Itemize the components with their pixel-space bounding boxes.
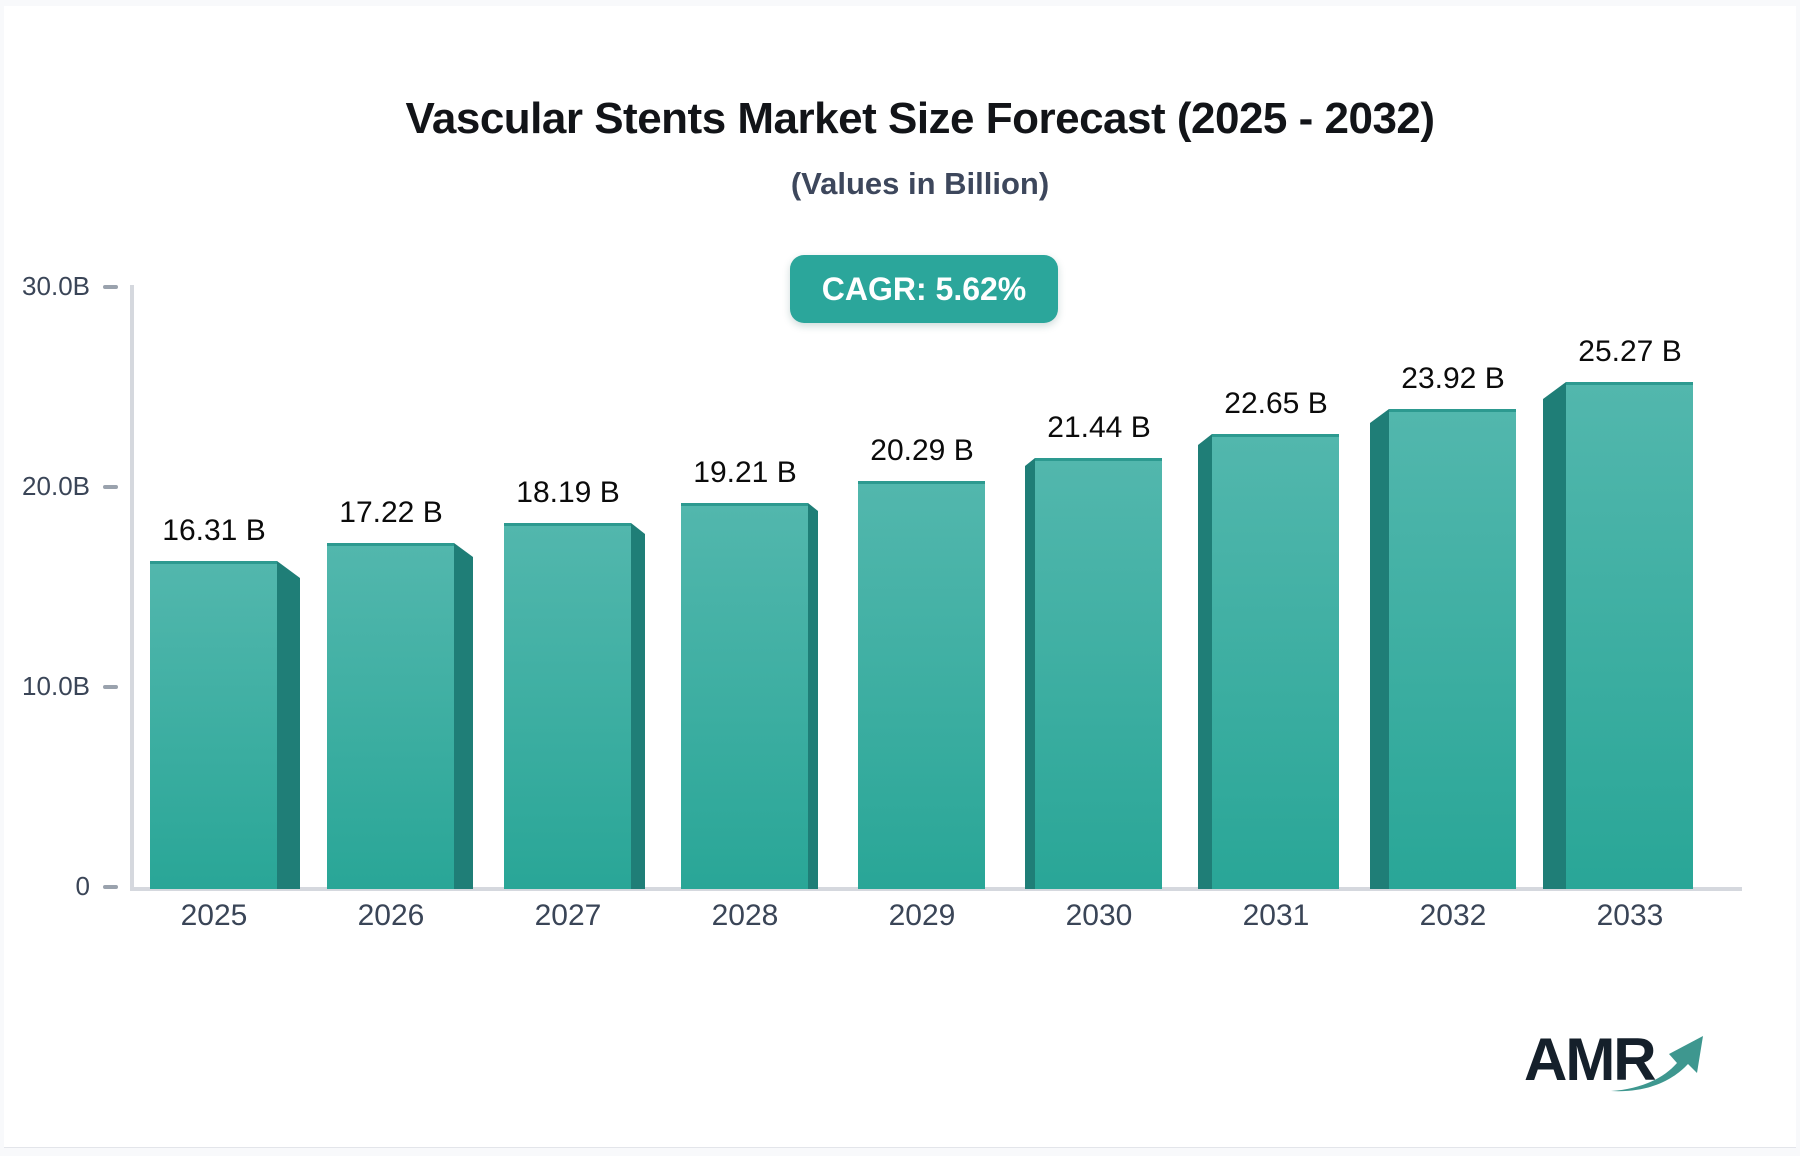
- bar-value-label-2031: 22.65 B: [1224, 387, 1328, 420]
- bar-value-label-2032: 23.92 B: [1401, 362, 1505, 395]
- chart-title: Vascular Stents Market Size Forecast (20…: [405, 94, 1435, 143]
- bar-side-face-2026: [454, 543, 473, 889]
- bar-2027[interactable]: [504, 523, 631, 889]
- bar-2032[interactable]: [1389, 409, 1516, 889]
- x-axis-label-2027: 2027: [534, 899, 602, 932]
- bar-2031[interactable]: [1212, 434, 1339, 889]
- bar-2029[interactable]: [858, 481, 985, 889]
- x-axis-line: [130, 887, 1742, 891]
- bar-value-label-2030: 21.44 B: [1047, 411, 1151, 444]
- bar-value-label-2028: 19.21 B: [693, 456, 797, 489]
- bar-side-face-2032: [1370, 409, 1389, 889]
- bar-side-face-2025: [277, 561, 300, 889]
- x-axis-label-2025: 2025: [180, 899, 248, 932]
- x-axis-label-2033: 2033: [1596, 899, 1664, 932]
- amr-logo-text: AMR: [1524, 1026, 1657, 1093]
- bar-value-label-2026: 17.22 B: [339, 496, 443, 529]
- x-axis-label-2029: 2029: [888, 899, 956, 932]
- x-axis-label-2028: 2028: [711, 899, 779, 932]
- y-axis-tick-mark: [103, 285, 118, 289]
- bar-side-face-2030: [1025, 458, 1035, 889]
- bar-2033[interactable]: [1566, 382, 1693, 889]
- growth-arrow-icon: [1611, 1036, 1703, 1092]
- bar-value-label-2029: 20.29 B: [870, 434, 974, 467]
- bar-side-face-2028: [808, 503, 818, 889]
- y-axis-tick-mark: [103, 485, 118, 489]
- x-axis-label-2031: 2031: [1242, 899, 1310, 932]
- bar-2028[interactable]: [681, 503, 808, 889]
- x-axis-label-2030: 2030: [1065, 899, 1133, 932]
- bar-value-label-2027: 18.19 B: [516, 476, 620, 509]
- y-axis-tick-mark: [103, 685, 118, 689]
- y-axis-line: [130, 285, 134, 891]
- amr-logo: AMR: [1524, 1030, 1734, 1110]
- y-axis-tick-label: 20.0B: [22, 471, 90, 501]
- bar-side-face-2027: [631, 523, 645, 889]
- chart-subtitle: (Values in Billion): [790, 166, 1050, 201]
- bar-2025[interactable]: [150, 561, 277, 889]
- bar-value-label-2033: 25.27 B: [1578, 335, 1682, 368]
- y-axis-tick-mark: [103, 885, 118, 889]
- bar-2026[interactable]: [327, 543, 454, 889]
- x-axis-label-2026: 2026: [357, 899, 425, 932]
- y-axis-tick-label: 30.0B: [22, 271, 90, 301]
- cagr-badge-label: CAGR: 5.62%: [821, 270, 1027, 307]
- cagr-badge: CAGR: 5.62%: [790, 255, 1058, 323]
- y-axis-tick-label: 0: [75, 871, 90, 901]
- bar-value-label-2025: 16.31 B: [162, 514, 266, 547]
- x-axis-label-2032: 2032: [1419, 899, 1487, 932]
- bar-side-face-2033: [1543, 382, 1566, 889]
- y-axis-tick-label: 10.0B: [22, 671, 90, 701]
- bar-side-face-2031: [1198, 434, 1212, 889]
- bar-2030[interactable]: [1035, 458, 1162, 889]
